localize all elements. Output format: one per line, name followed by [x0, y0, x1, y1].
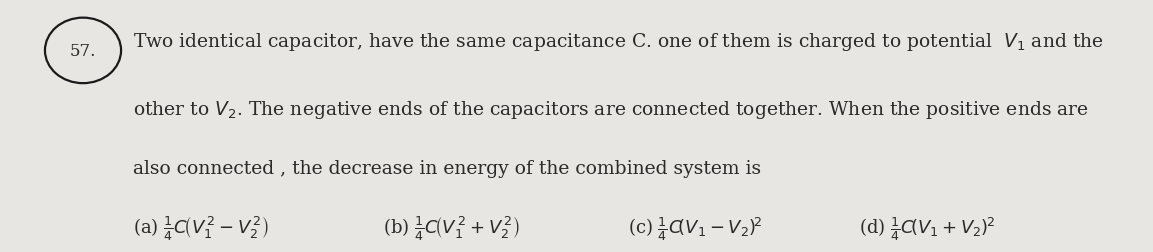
Text: (b) $\frac{1}{4}C\!\left(V_1^{\,2}+V_2^{\,2}\right)$: (b) $\frac{1}{4}C\!\left(V_1^{\,2}+V_2^{… — [383, 215, 520, 243]
Text: (a) $\frac{1}{4}C\!\left(V_1^{\,2}-V_2^{\,2}\right)$: (a) $\frac{1}{4}C\!\left(V_1^{\,2}-V_2^{… — [133, 215, 269, 243]
Text: also connected , the decrease in energy of the combined system is: also connected , the decrease in energy … — [133, 160, 761, 178]
Text: other to $V_2$. The negative ends of the capacitors are connected together. When: other to $V_2$. The negative ends of the… — [133, 99, 1088, 121]
Text: (c) $\frac{1}{4}C\!\left(V_1-V_2\right)^{\!2}$: (c) $\frac{1}{4}C\!\left(V_1-V_2\right)^… — [628, 215, 763, 243]
Text: (d) $\frac{1}{4}C\!\left(V_1+V_2\right)^{\!2}$: (d) $\frac{1}{4}C\!\left(V_1+V_2\right)^… — [859, 215, 995, 243]
Text: 57.: 57. — [70, 43, 96, 60]
Text: Two identical capacitor, have the same capacitance C. one of them is charged to : Two identical capacitor, have the same c… — [133, 30, 1103, 53]
